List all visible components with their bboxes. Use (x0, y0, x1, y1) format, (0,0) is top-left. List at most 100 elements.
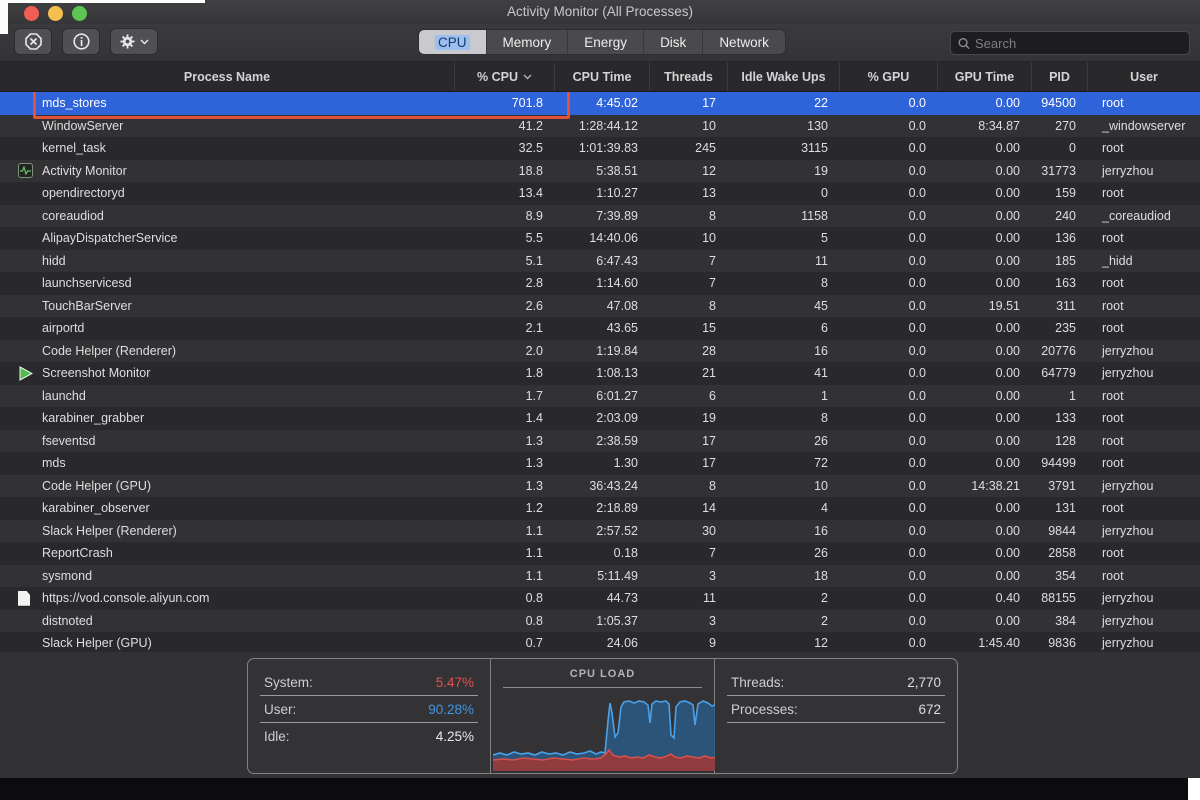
column-header-threads[interactable]: Threads (650, 62, 728, 91)
minimize-window-button[interactable] (48, 6, 63, 21)
cell-threads: 17 (702, 433, 716, 448)
table-row[interactable]: distnoted 0.8 1:05.37 3 2 0.0 0.00 384 jerryzhou (0, 609, 1200, 632)
table-row[interactable]: Slack Helper (Renderer) 1.1 2:57.52 30 16 0.0… (0, 519, 1200, 542)
table-row[interactable]: AlipayDispatcherService 5.5 14:40.06 10 5 0.0… (0, 227, 1200, 250)
column-header-gpu[interactable]: % GPU (840, 62, 938, 91)
cell-pid: 311 (1056, 298, 1076, 313)
cell-gpu_time: 0.00 (995, 276, 1020, 291)
cell-cpu: 1.3 (525, 478, 543, 493)
top-edge-artifact (0, 0, 205, 3)
tab-cpu[interactable]: CPU (419, 30, 487, 54)
cell-idle_wake_ups: 1 (821, 388, 828, 403)
table-row[interactable]: ReportCrash 1.1 0.18 7 26 0.0 0.00 2858 root (0, 542, 1200, 565)
search-input[interactable] (975, 35, 1182, 51)
table-row[interactable]: coreaudiod 8.9 7:39.89 8 1158 0.0 0.00 240 _core… (0, 204, 1200, 227)
table-row[interactable]: https://vod.console.aliyun.com 0.8 44.73 11… (0, 587, 1200, 610)
cell-pid: 270 (1055, 118, 1076, 133)
table-row[interactable]: mds_stores 701.8 4:45.02 17 22 0.0 0.00 94500 ro… (0, 92, 1200, 115)
gear-icon (120, 34, 135, 49)
cell-gpu_time: 19.51 (988, 298, 1020, 313)
cell-pid: 94500 (1041, 96, 1076, 111)
tab-energy[interactable]: Energy (568, 30, 645, 54)
table-row[interactable]: TouchBarServer 2.6 47.08 8 45 0.0 19.51 311 root (0, 294, 1200, 317)
table-row[interactable]: Activity Monitor 18.8 5:38.51 12 19 0.0 0.00 31… (0, 159, 1200, 182)
cell-user: root (1102, 321, 1124, 336)
cell-gpu: 0.0 (908, 276, 926, 291)
stat-value: 5.47% (435, 674, 474, 690)
stat-value: 672 (918, 701, 941, 717)
column-header-label: % GPU (867, 69, 910, 84)
column-header-cpu_time[interactable]: CPU Time (555, 62, 650, 91)
cell-cpu: 41.2 (518, 118, 543, 133)
tab-memory[interactable]: Memory (487, 30, 569, 54)
inspect-button[interactable] (62, 28, 100, 55)
table-row[interactable]: kernel_task 32.5 1:01:39.83 245 3115 0.0 0.00 0… (0, 137, 1200, 160)
cell-gpu: 0.0 (908, 591, 926, 606)
zoom-window-button[interactable] (72, 6, 87, 21)
tab-disk[interactable]: Disk (644, 30, 704, 54)
table-row[interactable]: hidd 5.1 6:47.43 7 11 0.0 0.00 185 _hidd (0, 249, 1200, 272)
close-window-button[interactable] (24, 6, 39, 21)
column-header-cpu[interactable]: % CPU (455, 62, 555, 91)
cell-idle_wake_ups: 45 (814, 298, 828, 313)
table-row[interactable]: Screenshot Monitor 1.8 1:08.13 21 41 0.0 0.00 6… (0, 362, 1200, 385)
table-row[interactable]: mds 1.3 1.30 17 72 0.0 0.00 94499 root (0, 452, 1200, 475)
search-field[interactable] (950, 31, 1190, 55)
cell-idle_wake_ups: 18 (814, 568, 828, 583)
cell-cpu: 1.7 (525, 388, 543, 403)
cell-cpu: 18.8 (518, 163, 543, 178)
cpu-load-divider (503, 687, 702, 688)
table-row[interactable]: airportd 2.1 43.65 15 6 0.0 0.00 235 root (0, 317, 1200, 340)
cell-cpu: 0.7 (525, 636, 543, 651)
cell-cpu_time: 1:10.27 (596, 186, 638, 201)
table-row[interactable]: karabiner_grabber 1.4 2:03.09 19 8 0.0 0.00 133… (0, 407, 1200, 430)
settings-button[interactable] (110, 28, 158, 55)
column-header-pid[interactable]: PID (1032, 62, 1088, 91)
column-header-gpu_time[interactable]: GPU Time (938, 62, 1032, 91)
cell-idle_wake_ups: 3115 (801, 141, 828, 156)
cell-cpu: 2.1 (525, 321, 543, 336)
cell-idle_wake_ups: 8 (821, 276, 828, 291)
cell-idle_wake_ups: 26 (814, 433, 828, 448)
table-row[interactable]: launchd 1.7 6:01.27 6 1 0.0 0.00 1 root (0, 384, 1200, 407)
table-row[interactable]: fseventsd 1.3 2:38.59 17 26 0.0 0.00 128 root (0, 429, 1200, 452)
tab-network[interactable]: Network (703, 30, 785, 54)
cell-pid: 88155 (1041, 591, 1076, 606)
cell-gpu: 0.0 (908, 613, 926, 628)
cell-gpu_time: 0.00 (995, 388, 1020, 403)
cell-pid: 31773 (1041, 163, 1076, 178)
table-row[interactable]: WindowServer 41.2 1:28:44.12 10 130 0.0 8:34.8… (0, 114, 1200, 137)
stat-divider (727, 722, 945, 723)
cell-gpu_time: 1:45.40 (978, 636, 1020, 651)
table-row[interactable]: launchservicesd 2.8 1:14.60 7 8 0.0 0.00 163 roo… (0, 272, 1200, 295)
table-row[interactable]: sysmond 1.1 5:11.49 3 18 0.0 0.00 354 root (0, 564, 1200, 587)
column-header-idle_wake_ups[interactable]: Idle Wake Ups (728, 62, 840, 91)
table-row[interactable]: Slack Helper (GPU) 0.7 24.06 9 12 0.0 1:45.40 9… (0, 632, 1200, 652)
cell-name: opendirectoryd (0, 185, 455, 201)
cell-threads: 7 (709, 546, 716, 561)
cell-user: root (1102, 231, 1124, 246)
table-row[interactable]: Code Helper (GPU) 1.3 36:43.24 8 10 0.0 14:38.… (0, 474, 1200, 497)
toolbar: CPU Memory Energy Disk Network (0, 24, 1200, 62)
view-tabs: CPU Memory Energy Disk Network (418, 29, 786, 55)
cell-pid: 9836 (1048, 636, 1076, 651)
process-table: mds_stores 701.8 4:45.02 17 22 0.0 0.00 94500 ro… (0, 92, 1200, 652)
cell-cpu: 1.1 (525, 546, 543, 561)
cell-name: Activity Monitor (0, 163, 455, 179)
tab-label: Energy (584, 34, 628, 50)
cell-pid: 9844 (1048, 523, 1076, 538)
quit-process-button[interactable] (14, 28, 52, 55)
table-row[interactable]: karabiner_observer 1.2 2:18.89 14 4 0.0 0.00 13… (0, 497, 1200, 520)
cell-gpu: 0.0 (908, 433, 926, 448)
cell-gpu: 0.0 (908, 96, 926, 111)
cell-user: jerryzhou (1102, 636, 1154, 651)
table-row[interactable]: opendirectoryd 13.4 1:10.27 13 0 0.0 0.00 159 ro… (0, 182, 1200, 205)
bottom-right-edge-artifact (1188, 778, 1200, 800)
column-header-name[interactable]: Process Name (0, 62, 455, 91)
cell-threads: 19 (702, 411, 716, 426)
stat-label: Processes: (731, 701, 798, 717)
table-row[interactable]: Code Helper (Renderer) 2.0 1:19.84 28 16 0.0 0… (0, 339, 1200, 362)
stat-label: Idle: (264, 728, 290, 744)
column-header-user[interactable]: User (1088, 62, 1200, 91)
document-icon (18, 590, 30, 606)
